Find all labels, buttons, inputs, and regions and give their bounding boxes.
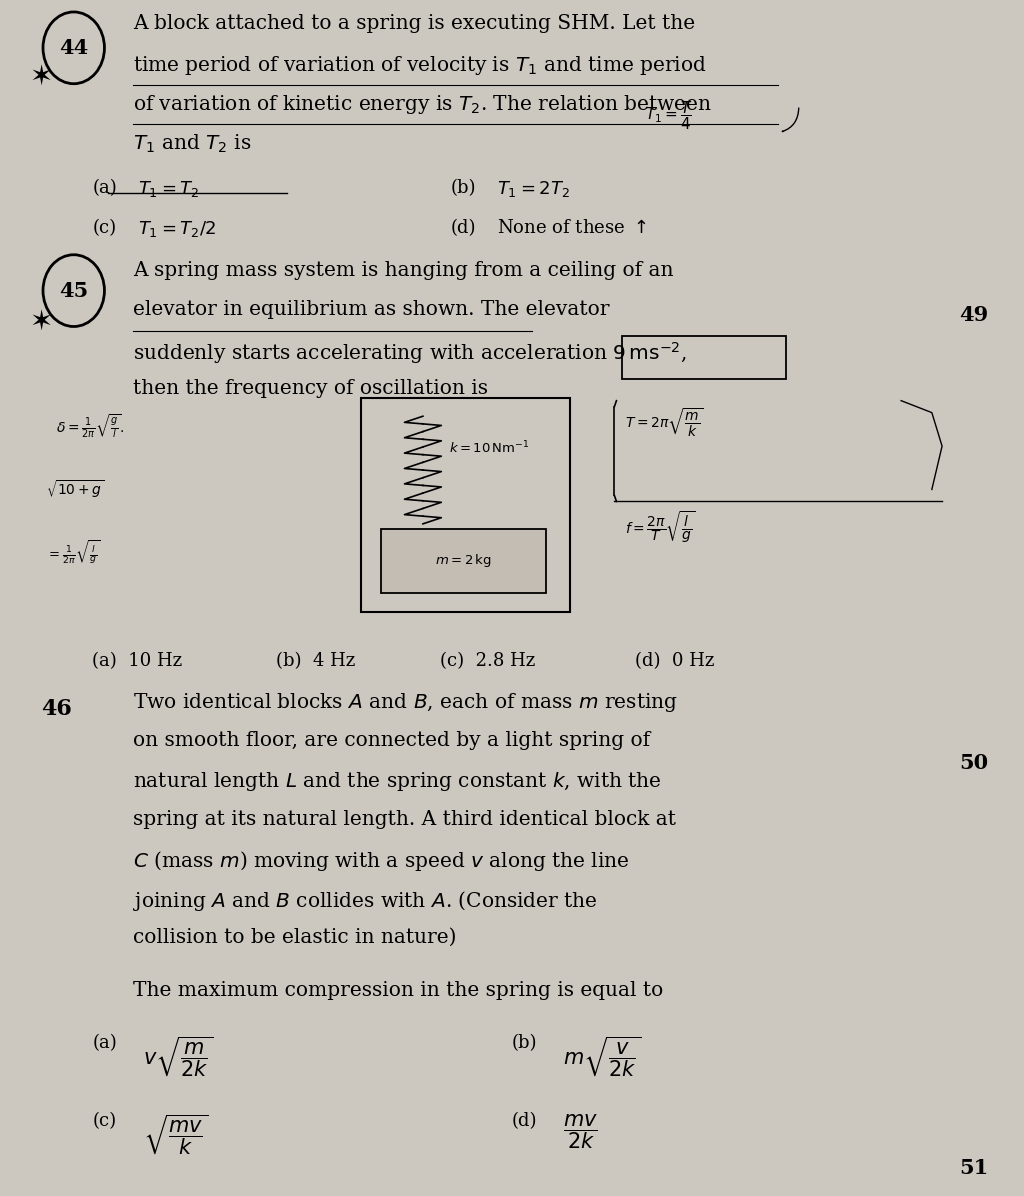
Text: $\delta = \frac{1}{2\pi}\sqrt{\frac{g}{l}}.$: $\delta = \frac{1}{2\pi}\sqrt{\frac{g}{l… bbox=[56, 413, 125, 440]
Text: 44: 44 bbox=[59, 38, 88, 57]
Text: $m\sqrt{\dfrac{v}{2k}}$: $m\sqrt{\dfrac{v}{2k}}$ bbox=[563, 1035, 641, 1079]
Text: (b)  4 Hz: (b) 4 Hz bbox=[276, 652, 355, 670]
Text: ✶: ✶ bbox=[30, 63, 52, 92]
Text: $T_1$ and $T_2$ is: $T_1$ and $T_2$ is bbox=[133, 133, 252, 155]
Text: spring at its natural length. A third identical block at: spring at its natural length. A third id… bbox=[133, 810, 676, 829]
Text: (a): (a) bbox=[92, 1035, 117, 1052]
Text: then the frequency of oscillation is: then the frequency of oscillation is bbox=[133, 379, 488, 398]
Text: (d): (d) bbox=[451, 219, 476, 237]
Text: $T_1 = T_2/2$: $T_1 = T_2/2$ bbox=[138, 219, 216, 239]
Text: $k = 10\,\mathrm{Nm}^{-1}$: $k = 10\,\mathrm{Nm}^{-1}$ bbox=[449, 440, 529, 457]
Text: 50: 50 bbox=[959, 753, 988, 774]
Text: joining $A$ and $B$ collides with $A$. (Consider the: joining $A$ and $B$ collides with $A$. (… bbox=[133, 889, 598, 913]
FancyArrowPatch shape bbox=[782, 108, 799, 132]
Text: time period of variation of velocity is $T_1$ and time period: time period of variation of velocity is … bbox=[133, 54, 707, 77]
Text: (c): (c) bbox=[92, 1112, 117, 1130]
Text: (a)  10 Hz: (a) 10 Hz bbox=[92, 652, 182, 670]
Text: (c)  2.8 Hz: (c) 2.8 Hz bbox=[440, 652, 536, 670]
Text: (d)  0 Hz: (d) 0 Hz bbox=[635, 652, 715, 670]
Text: $\sqrt{\dfrac{mv}{k}}$: $\sqrt{\dfrac{mv}{k}}$ bbox=[143, 1112, 209, 1157]
Text: $T_1 = 2T_2$: $T_1 = 2T_2$ bbox=[497, 179, 569, 200]
Text: of variation of kinetic energy is $T_2$. The relation between: of variation of kinetic energy is $T_2$.… bbox=[133, 93, 712, 116]
Text: A block attached to a spring is executing SHM. Let the: A block attached to a spring is executin… bbox=[133, 14, 695, 33]
Text: $= \frac{1}{2\pi}\sqrt{\frac{l}{g}}$: $= \frac{1}{2\pi}\sqrt{\frac{l}{g}}$ bbox=[46, 538, 100, 566]
Text: 51: 51 bbox=[958, 1158, 988, 1178]
Text: A spring mass system is hanging from a ceiling of an: A spring mass system is hanging from a c… bbox=[133, 261, 674, 280]
Text: $m = 2\,\mathrm{kg}$: $m = 2\,\mathrm{kg}$ bbox=[435, 553, 492, 569]
Text: None of these $\uparrow$: None of these $\uparrow$ bbox=[497, 219, 646, 237]
Text: 46: 46 bbox=[41, 698, 72, 720]
Text: elevator in equilibrium as shown. The elevator: elevator in equilibrium as shown. The el… bbox=[133, 300, 609, 319]
Text: (b): (b) bbox=[451, 179, 476, 197]
Text: $T_1 = T_2$: $T_1 = T_2$ bbox=[138, 179, 200, 200]
Text: 45: 45 bbox=[59, 281, 88, 300]
Text: (c): (c) bbox=[92, 219, 117, 237]
Text: suddenly starts accelerating with acceleration $9\,\mathrm{ms}^{-2}$,: suddenly starts accelerating with accele… bbox=[133, 340, 687, 366]
Text: natural length $L$ and the spring constant $k$, with the: natural length $L$ and the spring consta… bbox=[133, 770, 662, 793]
Text: The maximum compression in the spring is equal to: The maximum compression in the spring is… bbox=[133, 981, 664, 1000]
Text: 49: 49 bbox=[958, 305, 988, 325]
Text: Two identical blocks $A$ and $B$, each of mass $m$ resting: Two identical blocks $A$ and $B$, each o… bbox=[133, 691, 678, 714]
Text: (d): (d) bbox=[512, 1112, 538, 1130]
Text: ✶: ✶ bbox=[30, 309, 52, 337]
Text: on smooth floor, are connected by a light spring of: on smooth floor, are connected by a ligh… bbox=[133, 731, 650, 750]
Text: (a): (a) bbox=[92, 179, 117, 197]
FancyBboxPatch shape bbox=[381, 529, 546, 593]
Text: $v\sqrt{\dfrac{m}{2k}}$: $v\sqrt{\dfrac{m}{2k}}$ bbox=[143, 1035, 213, 1079]
Text: $T = 2\pi\sqrt{\dfrac{m}{k}}$: $T = 2\pi\sqrt{\dfrac{m}{k}}$ bbox=[625, 407, 703, 439]
Text: $T_1 = \dfrac{T}{4}$: $T_1 = \dfrac{T}{4}$ bbox=[645, 99, 692, 132]
Text: $f = \dfrac{2\pi}{T}\sqrt{\dfrac{l}{g}}$: $f = \dfrac{2\pi}{T}\sqrt{\dfrac{l}{g}}$ bbox=[625, 509, 695, 545]
Text: $\dfrac{mv}{2k}$: $\dfrac{mv}{2k}$ bbox=[563, 1112, 598, 1151]
Text: (b): (b) bbox=[512, 1035, 538, 1052]
Text: collision to be elastic in nature): collision to be elastic in nature) bbox=[133, 928, 457, 947]
Text: $\sqrt{10+g}$: $\sqrt{10+g}$ bbox=[46, 478, 104, 500]
Text: $C$ (mass $m$) moving with a speed $v$ along the line: $C$ (mass $m$) moving with a speed $v$ a… bbox=[133, 849, 630, 873]
